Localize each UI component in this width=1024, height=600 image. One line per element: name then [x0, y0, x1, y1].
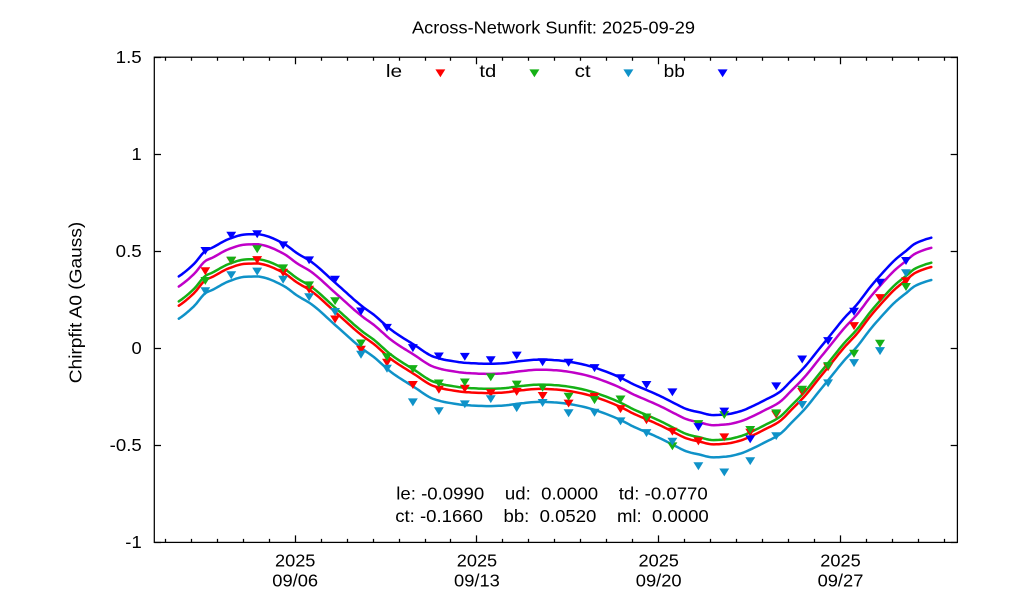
svg-text:Chirpfit A0 (Gauss): Chirpfit A0 (Gauss)	[66, 222, 86, 384]
svg-text:2025: 2025	[457, 551, 497, 571]
svg-text:1: 1	[132, 144, 142, 164]
svg-text:0: 0	[132, 338, 142, 358]
svg-text:td: td	[479, 61, 496, 81]
svg-text:bb: bb	[664, 61, 685, 81]
svg-text:2025: 2025	[639, 551, 679, 571]
svg-text:ct: -0.1660 bb: 0.0520: ct: -0.1660 bb: 0.0520 ml: 0.0000	[395, 506, 709, 526]
svg-text:1.5: 1.5	[116, 47, 142, 67]
svg-text:ct: ct	[575, 61, 591, 81]
svg-text:09/06: 09/06	[272, 570, 318, 590]
svg-text:-0.5: -0.5	[110, 435, 142, 455]
svg-text:2025: 2025	[275, 551, 315, 571]
svg-text:09/20: 09/20	[636, 570, 682, 590]
svg-text:Across-Network Sunfit: 2025-09: Across-Network Sunfit: 2025-09-29	[412, 18, 695, 38]
svg-text:-1: -1	[125, 532, 141, 552]
svg-text:09/13: 09/13	[454, 570, 500, 590]
svg-text:09/27: 09/27	[818, 570, 864, 590]
svg-text:le: le	[386, 61, 402, 81]
svg-text:2025: 2025	[820, 551, 860, 571]
svg-text:le: -0.0990 ud: 0.0000: le: -0.0990 ud: 0.0000 td: -0.0770	[396, 483, 708, 503]
svg-text:0.5: 0.5	[116, 241, 142, 261]
